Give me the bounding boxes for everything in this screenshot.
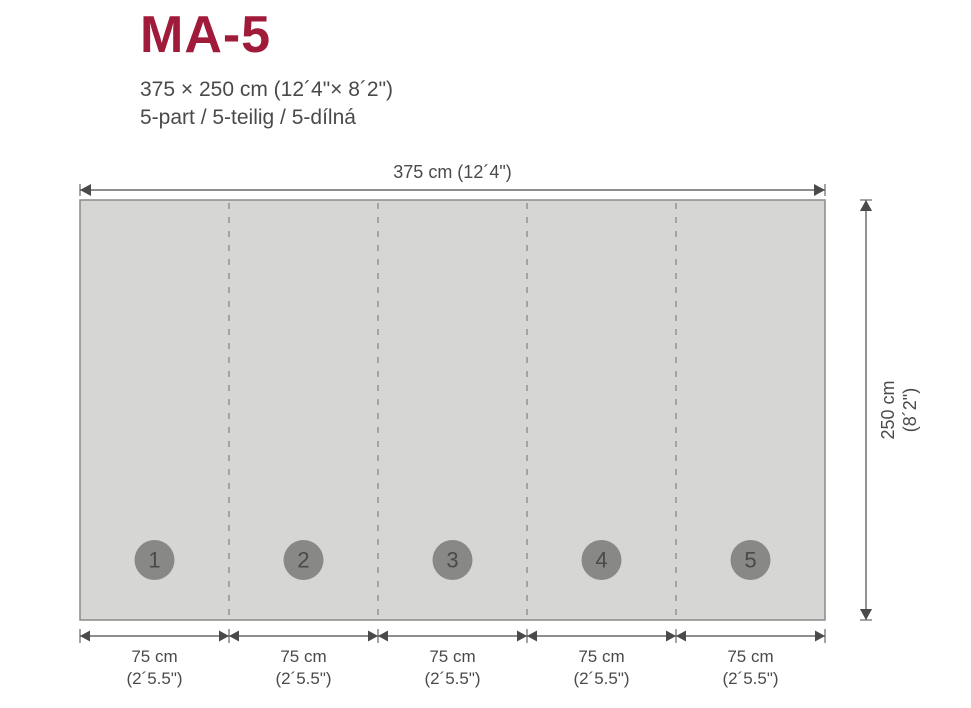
panel-width-imperial: (2´5.5") — [573, 669, 629, 688]
panel-number: 2 — [297, 548, 309, 573]
panel-number: 3 — [446, 548, 458, 573]
top-dimension-label: 375 cm (12´4") — [393, 162, 511, 182]
panel-width-imperial: (2´5.5") — [126, 669, 182, 688]
panel-number: 4 — [595, 548, 607, 573]
right-dimension-imperial: (8´2") — [900, 388, 920, 432]
right-dimension-cm: 250 cm — [878, 380, 898, 439]
panel-width-imperial: (2´5.5") — [424, 669, 480, 688]
panel-width-cm: 75 cm — [727, 647, 773, 666]
panel-width-cm: 75 cm — [131, 647, 177, 666]
panel-width-cm: 75 cm — [280, 647, 326, 666]
panel-width-imperial: (2´5.5") — [722, 669, 778, 688]
panel-width-cm: 75 cm — [578, 647, 624, 666]
panel-number: 1 — [148, 548, 160, 573]
panel-diagram: 1 2 3 4 5 375 cm (12´4") 250 cm(8´2") 75 cm (2´5… — [0, 0, 971, 708]
panel-width-cm: 75 cm — [429, 647, 475, 666]
panel-width-imperial: (2´5.5") — [275, 669, 331, 688]
panel-number: 5 — [744, 548, 756, 573]
